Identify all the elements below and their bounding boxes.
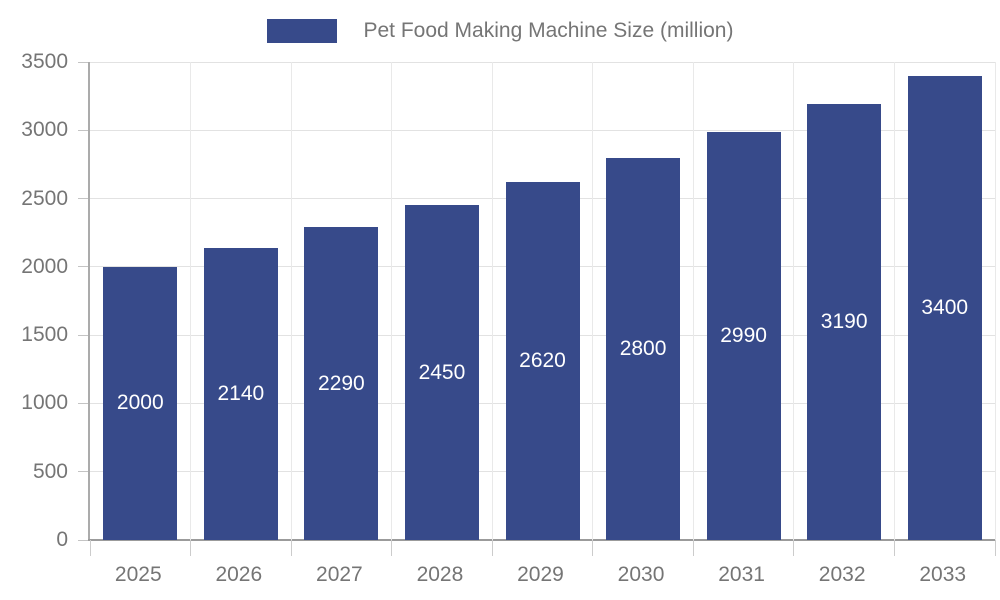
x-axis-tick — [793, 540, 795, 556]
legend-swatch — [266, 18, 337, 43]
y-axis-tick — [78, 266, 88, 268]
x-axis-tick — [692, 540, 694, 556]
bar-2029[interactable]: 2620 — [505, 182, 580, 540]
x-axis-line — [88, 539, 995, 541]
x-axis-tick — [190, 540, 192, 556]
x-tick-label: 2028 — [416, 563, 464, 586]
x-tick-label: 2027 — [316, 563, 363, 586]
x-gridline — [994, 62, 996, 540]
bar-value-label: 3190 — [820, 310, 868, 334]
x-gridline — [391, 62, 393, 540]
y-tick-label: 500 — [32, 459, 68, 483]
bar-value-label: 2620 — [519, 349, 566, 373]
bar-2027[interactable]: 2290 — [304, 227, 379, 540]
x-gridline — [190, 62, 192, 540]
bar-2031[interactable]: 2990 — [706, 131, 781, 540]
x-axis-tick — [994, 540, 996, 556]
x-gridline — [692, 62, 694, 540]
x-gridline — [592, 62, 594, 540]
x-axis-tick — [391, 540, 393, 556]
x-axis-tick — [89, 540, 91, 556]
bar-value-label: 2000 — [116, 391, 164, 415]
bar-2025[interactable]: 2000 — [103, 266, 178, 540]
bar-2030[interactable]: 2800 — [606, 157, 681, 540]
y-axis-tick — [78, 471, 88, 473]
bar-value-label: 3400 — [921, 295, 969, 319]
x-tick-label: 2031 — [718, 563, 765, 586]
x-axis-tick — [290, 540, 292, 556]
y-axis-tick — [78, 129, 88, 131]
bar-value-label: 2450 — [418, 360, 466, 384]
legend-label: Pet Food Making Machine Size (million) — [363, 19, 734, 42]
x-tick-label: 2030 — [617, 563, 665, 586]
x-tick-label: 2025 — [114, 563, 162, 586]
plot-area: 2000 2140 2290 2450 2620 2800 2990 3190 3400 — [78, 61, 996, 556]
x-tick-label: 2032 — [818, 563, 866, 586]
bar-2026[interactable]: 2140 — [203, 247, 278, 540]
bar-value-label: 2140 — [217, 381, 265, 405]
bar-value-label: 2290 — [318, 371, 365, 395]
y-tick-label: 3500 — [21, 50, 68, 73]
y-tick-label: 2000 — [21, 254, 68, 278]
x-gridline — [793, 62, 795, 540]
y-axis-tick — [78, 61, 88, 63]
x-gridline — [290, 62, 292, 540]
y-axis-tick — [78, 539, 88, 541]
chart-legend[interactable]: Pet Food Making Machine Size (million) — [0, 18, 1000, 43]
bar-2032[interactable]: 3190 — [807, 104, 882, 540]
y-axis-tick — [78, 198, 88, 200]
x-tick-label: 2033 — [919, 563, 967, 586]
bar-2033[interactable]: 3400 — [907, 75, 982, 540]
y-gridline — [90, 129, 995, 131]
y-tick-label: 2500 — [21, 186, 68, 210]
y-axis-tick — [78, 402, 88, 404]
y-tick-label: 3000 — [21, 118, 68, 142]
bar-value-label: 2990 — [720, 323, 767, 347]
y-gridline — [90, 61, 995, 63]
x-axis-tick — [491, 540, 493, 556]
bar-2028[interactable]: 2450 — [404, 205, 479, 540]
x-tick-label: 2026 — [215, 563, 263, 586]
y-axis-tick — [78, 334, 88, 336]
y-tick-label: 1000 — [21, 391, 68, 415]
bar-value-label: 2800 — [619, 336, 667, 360]
x-gridline — [491, 62, 493, 540]
y-tick-label: 1500 — [21, 323, 68, 347]
y-tick-label: 0 — [56, 528, 68, 551]
x-tick-label: 2029 — [517, 563, 564, 586]
x-axis-tick — [592, 540, 594, 556]
x-gridline — [893, 62, 895, 540]
x-axis-tick — [893, 540, 895, 556]
